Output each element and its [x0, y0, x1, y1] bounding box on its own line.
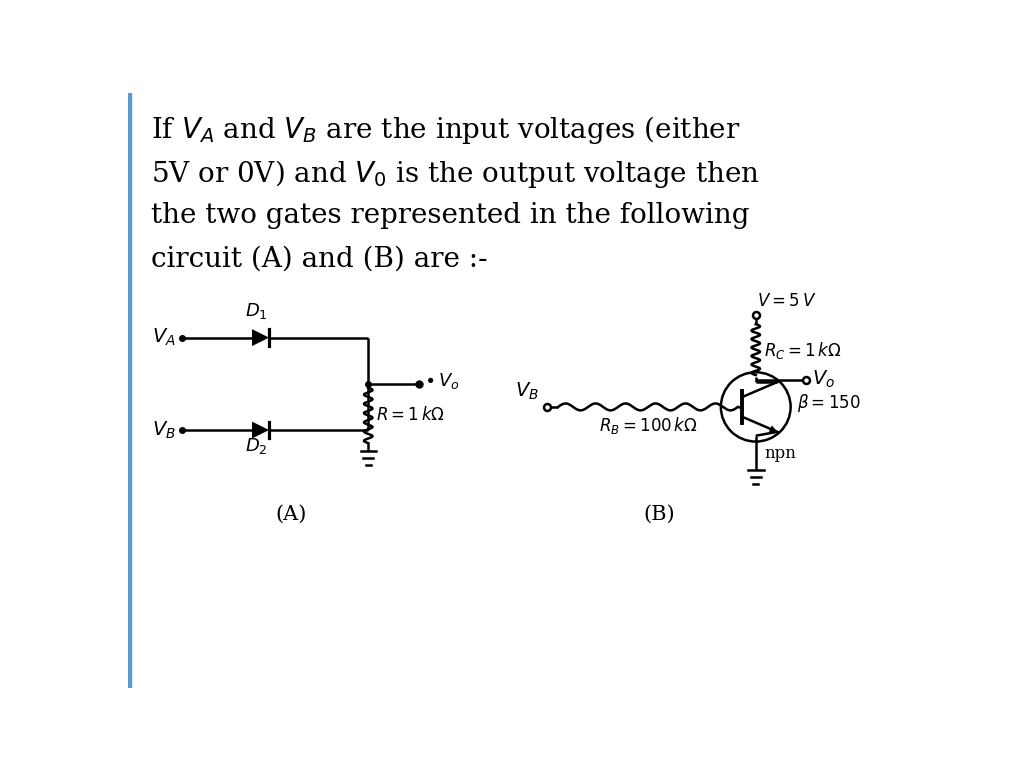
- Text: $V_A$: $V_A$: [153, 327, 176, 349]
- Text: (A): (A): [275, 506, 306, 524]
- Polygon shape: [769, 425, 777, 432]
- Text: $R_C=1\,k\Omega$: $R_C=1\,k\Omega$: [764, 340, 841, 361]
- Text: circuit (A) and (B) are :-: circuit (A) and (B) are :-: [152, 246, 487, 273]
- Text: (B): (B): [643, 506, 675, 524]
- Text: $R_B = 100\,k\Omega$: $R_B = 100\,k\Omega$: [599, 414, 697, 436]
- Text: npn: npn: [765, 445, 797, 462]
- Text: $V_B$: $V_B$: [153, 420, 176, 441]
- Text: 5V or 0V) and $V_0$ is the output voltage then: 5V or 0V) and $V_0$ is the output voltag…: [152, 158, 760, 190]
- Polygon shape: [252, 421, 269, 438]
- Bar: [128, 93, 131, 688]
- Text: $R=1\,k\Omega$: $R=1\,k\Omega$: [376, 407, 445, 424]
- Polygon shape: [252, 329, 269, 346]
- Text: $\beta = 150$: $\beta = 150$: [797, 392, 860, 414]
- Text: $\bullet\, V_o$: $\bullet\, V_o$: [424, 371, 460, 390]
- Text: $V_o$: $V_o$: [812, 369, 836, 390]
- Text: $D_1$: $D_1$: [246, 301, 268, 321]
- Text: $V=5\,V$: $V=5\,V$: [758, 293, 817, 310]
- Text: $D_2$: $D_2$: [246, 436, 268, 456]
- Text: If $V_A$ and $V_B$ are the input voltages (either: If $V_A$ and $V_B$ are the input voltage…: [152, 114, 740, 146]
- Text: $V_B$: $V_B$: [515, 380, 539, 401]
- Text: the two gates represented in the following: the two gates represented in the followi…: [152, 202, 750, 229]
